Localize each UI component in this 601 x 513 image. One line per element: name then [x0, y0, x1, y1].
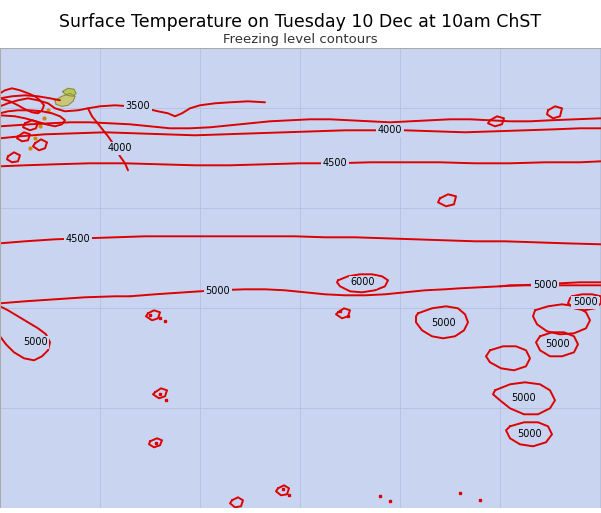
Text: Freezing level contours: Freezing level contours — [223, 33, 378, 46]
Text: 4500: 4500 — [323, 159, 347, 168]
Text: 5000: 5000 — [206, 286, 230, 297]
Text: 4500: 4500 — [66, 234, 90, 244]
Text: 4000: 4000 — [108, 143, 132, 153]
Polygon shape — [55, 93, 75, 106]
Text: 3500: 3500 — [126, 101, 150, 111]
Text: 5000: 5000 — [573, 298, 597, 307]
Text: 5000: 5000 — [511, 393, 536, 403]
Text: 4000: 4000 — [378, 125, 402, 135]
Text: 5000: 5000 — [517, 429, 542, 439]
Polygon shape — [63, 88, 76, 96]
Text: 5000: 5000 — [23, 338, 47, 347]
Text: 5000: 5000 — [431, 318, 456, 328]
Text: 6000: 6000 — [351, 278, 375, 287]
Text: 5000: 5000 — [532, 280, 557, 290]
Text: Surface Temperature on Tuesday 10 Dec at 10am ChST: Surface Temperature on Tuesday 10 Dec at… — [59, 13, 542, 31]
Text: 5000: 5000 — [546, 339, 570, 349]
